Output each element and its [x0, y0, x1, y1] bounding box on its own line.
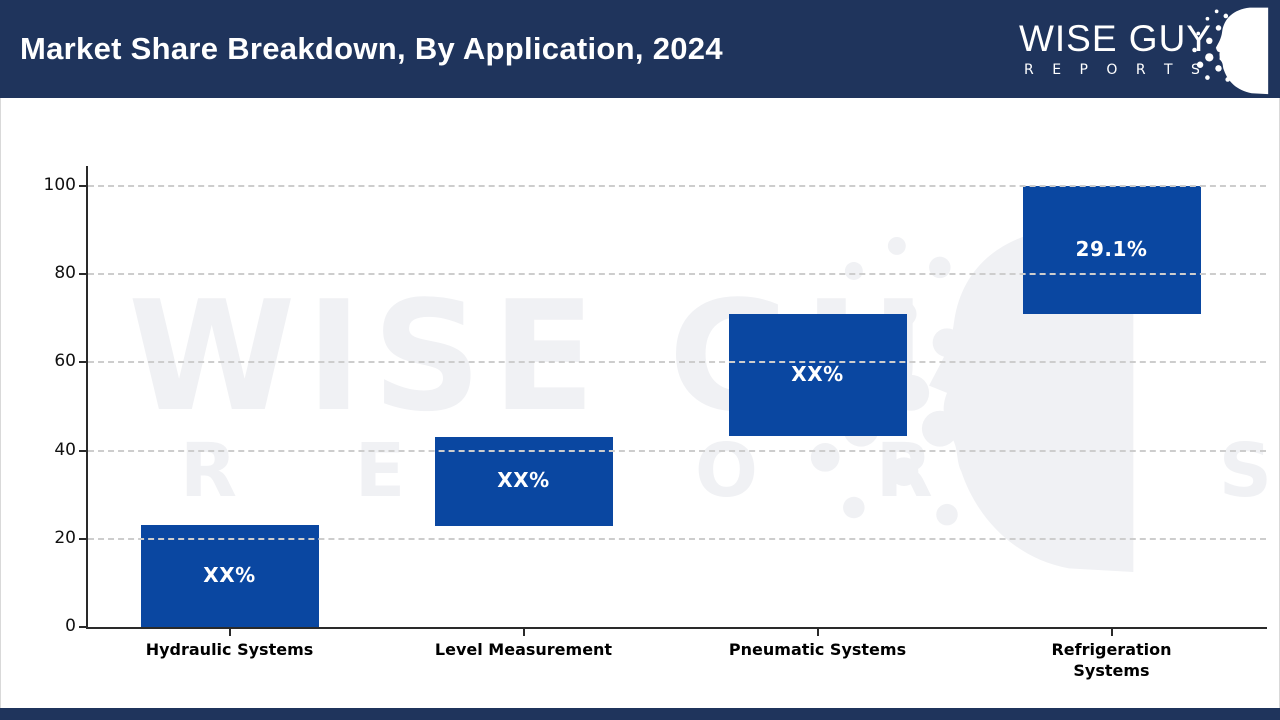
- bar-segment: [140, 525, 319, 627]
- y-tick-label: 60: [54, 351, 76, 372]
- y-tick-label: 20: [54, 527, 76, 548]
- gridline: [88, 361, 1266, 364]
- bar-segment: [728, 313, 907, 437]
- x-category-label: Refrigeration Systems: [1002, 639, 1222, 681]
- y-tick-mark: [79, 626, 86, 628]
- bar-value-label: XX%: [791, 361, 844, 386]
- y-tick-mark: [79, 361, 86, 364]
- x-category-label-line: Systems: [1073, 661, 1150, 680]
- y-tick-mark: [79, 537, 86, 540]
- gridline: [88, 449, 1266, 452]
- header-bar: Market Share Breakdown, By Application, …: [0, 0, 1280, 98]
- brand-logo: WISE GUY R E P O R T S: [1019, 4, 1280, 96]
- x-category-label: Pneumatic Systems: [708, 639, 928, 660]
- x-tick-mark: [522, 629, 525, 636]
- x-category-label-line: Hydraulic Systems: [145, 640, 314, 659]
- y-tick-label: 80: [54, 263, 76, 284]
- bar-value-label: 29.1%: [1075, 237, 1148, 262]
- brand-name: WISE GUY: [1018, 18, 1212, 59]
- footer-bar: [0, 708, 1280, 720]
- x-category-label: Hydraulic Systems: [120, 639, 340, 660]
- x-category-label-line: Refrigeration: [1051, 640, 1172, 659]
- bar-value-label: XX%: [497, 468, 550, 493]
- brand-face-icon: [1192, 7, 1269, 95]
- y-tick-mark: [79, 185, 86, 187]
- y-tick-label: 0: [65, 616, 76, 636]
- chart-title: Market Share Breakdown, By Application, …: [20, 31, 723, 66]
- gridline: [88, 273, 1266, 276]
- brand-subtitle: R E P O R T S: [1024, 62, 1207, 78]
- x-category-label: Level Measurement: [414, 639, 634, 660]
- x-tick-mark: [1110, 629, 1113, 636]
- y-tick-mark: [79, 449, 86, 452]
- gridline: [88, 537, 1266, 540]
- x-axis-line: [86, 627, 1267, 629]
- bar-segment: [434, 436, 613, 526]
- x-category-label-line: Pneumatic Systems: [728, 640, 907, 659]
- bar-segment: [1022, 186, 1201, 315]
- y-tick-label: 100: [43, 175, 76, 195]
- brand-logo-text: WISE GUY R E P O R T S: [1019, 18, 1212, 78]
- y-tick-mark: [79, 273, 86, 276]
- x-category-label-line: Level Measurement: [434, 640, 613, 659]
- y-tick-label: 40: [54, 439, 76, 460]
- bar-value-label: XX%: [203, 563, 256, 588]
- x-tick-mark: [228, 629, 231, 636]
- gridline: [88, 185, 1266, 187]
- x-tick-mark: [816, 629, 819, 636]
- y-axis-line: [86, 166, 88, 628]
